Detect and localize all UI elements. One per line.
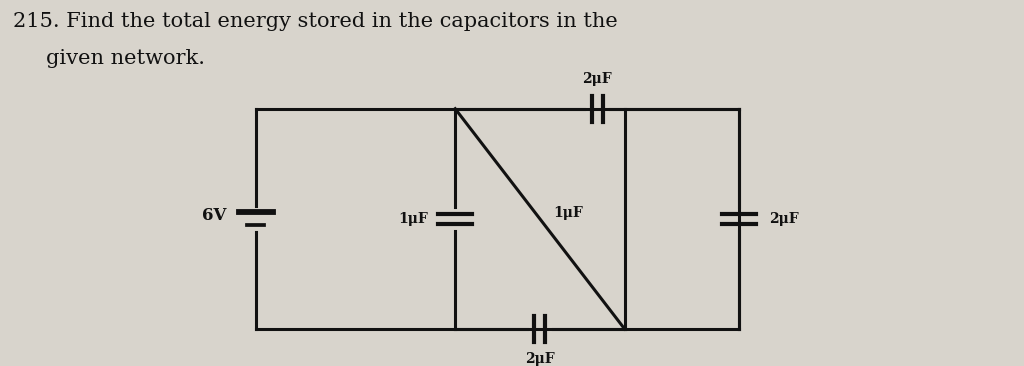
Text: given network.: given network. (13, 49, 206, 68)
Text: 6V: 6V (202, 207, 226, 224)
Text: 1μF: 1μF (553, 206, 583, 220)
Text: 1μF: 1μF (398, 212, 428, 226)
Text: 2μF: 2μF (583, 72, 612, 86)
Text: 2μF: 2μF (525, 352, 555, 366)
Text: 2μF: 2μF (769, 212, 799, 226)
Text: 215. Find the total energy stored in the capacitors in the: 215. Find the total energy stored in the… (13, 12, 618, 31)
